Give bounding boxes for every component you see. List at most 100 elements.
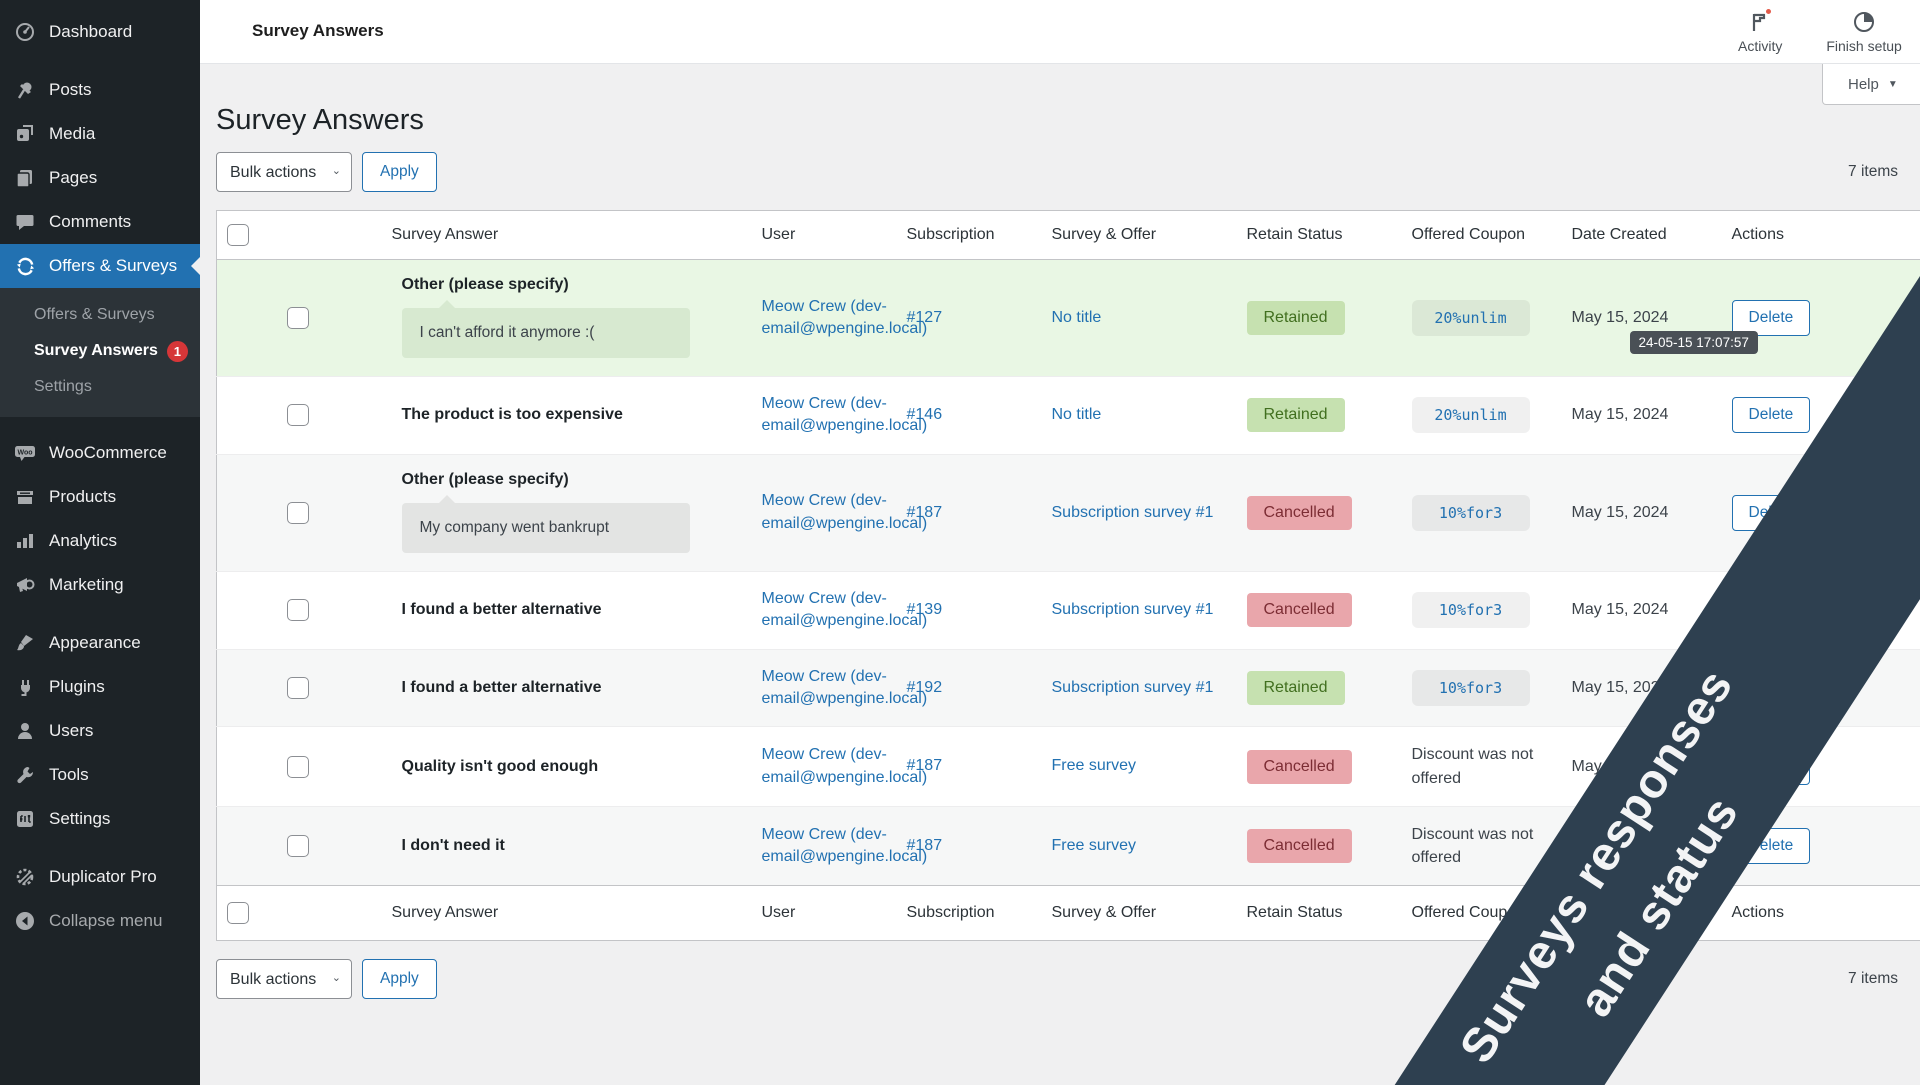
submenu-item-offers-surveys[interactable]: Offers & Surveys [34, 306, 155, 323]
sidebar-item-appearance[interactable]: Appearance [0, 621, 200, 665]
finish-setup-button[interactable]: Finish setup [1826, 9, 1902, 54]
user-link[interactable]: Meow Crew (dev-email@wpengine.local) [761, 492, 928, 532]
column-header[interactable]: Retain Status [1236, 885, 1402, 941]
column-header[interactable]: User [751, 210, 897, 260]
column-header[interactable]: Date Created [1561, 210, 1722, 260]
submenu-item-settings[interactable]: Settings [34, 378, 92, 395]
column-header[interactable]: Retain Status [1236, 210, 1402, 260]
column-header[interactable]: Survey Answer [381, 885, 752, 941]
status-badge: Retained [1246, 301, 1345, 335]
survey-link[interactable]: Free survey [1051, 757, 1136, 775]
row-checkbox[interactable] [287, 834, 309, 857]
coupon-code-badge: 10%for3 [1411, 494, 1530, 531]
survey-link[interactable]: No title [1051, 406, 1102, 424]
sidebar-item-media[interactable]: Media [0, 112, 200, 156]
row-checkbox[interactable] [287, 599, 309, 622]
user-link[interactable]: Meow Crew (dev-email@wpengine.local) [761, 589, 928, 630]
sidebar-item-offers-surveys[interactable]: Offers & Surveys [0, 244, 200, 288]
subscription-link[interactable]: #127 [906, 308, 943, 326]
sidebar-item-label: Users [49, 721, 94, 740]
column-header[interactable]: Date Created [1561, 885, 1722, 941]
row-checkbox[interactable] [287, 676, 309, 699]
sidebar-collapse-menu[interactable]: Collapse menu [0, 899, 200, 943]
user-link[interactable]: Meow Crew (dev-email@wpengine.local) [761, 395, 928, 435]
sidebar-item-posts[interactable]: Posts [0, 68, 200, 112]
subscription-link[interactable]: #139 [906, 600, 943, 618]
row-checkbox[interactable] [287, 404, 309, 427]
delete-button[interactable]: Delete [1731, 592, 1811, 629]
unread-count-badge: 1 [166, 340, 188, 362]
user-link[interactable]: Meow Crew (dev-email@wpengine.local) [761, 667, 928, 707]
row-checkbox[interactable] [287, 307, 309, 329]
column-header[interactable]: Survey Answer [381, 210, 752, 260]
sidebar-item-label: Posts [49, 80, 92, 99]
column-header[interactable]: Survey & Offer [1041, 210, 1237, 260]
coupon-code-badge: 10%for3 [1411, 669, 1530, 706]
bulk-actions-select[interactable]: Bulk actions [216, 959, 352, 1000]
refresh-icon [14, 255, 36, 277]
delete-button[interactable]: Delete [1731, 494, 1811, 531]
survey-link[interactable]: No title [1051, 308, 1102, 326]
sidebar-item-plugins[interactable]: Plugins [0, 665, 200, 709]
delete-button[interactable]: Delete [1731, 397, 1811, 434]
sidebar-item-tools[interactable]: Tools [0, 753, 200, 797]
survey-link[interactable]: Free survey [1051, 836, 1136, 854]
date-created: May 15, 2024 [1571, 678, 1669, 696]
submenu-item-survey-answers[interactable]: Survey Answers 1 [0, 333, 200, 369]
sidebar-item-label: Collapse menu [49, 911, 163, 930]
plug-icon [14, 676, 36, 698]
sidebar-item-woocommerce[interactable]: Woo WooCommerce [0, 431, 200, 475]
subscription-link[interactable]: #187 [906, 503, 943, 521]
survey-answers-table: Survey Answer User Subscription Survey &… [216, 210, 1920, 942]
svg-text:Woo: Woo [17, 450, 32, 457]
sidebar-item-marketing[interactable]: Marketing [0, 563, 200, 607]
sidebar-item-pages[interactable]: Pages [0, 156, 200, 200]
help-tab[interactable]: Help ▼ [1822, 64, 1920, 105]
select-all-checkbox[interactable] [227, 224, 249, 246]
delete-button[interactable]: Delete [1731, 827, 1811, 864]
user-link[interactable]: Meow Crew (dev-email@wpengine.local) [761, 297, 928, 337]
user-link[interactable]: Meow Crew (dev-email@wpengine.local) [761, 746, 928, 786]
subscription-link[interactable]: #192 [906, 678, 943, 696]
row-checkbox[interactable] [287, 501, 309, 524]
sidebar-item-duplicator-pro[interactable]: Duplicator Pro [0, 855, 200, 899]
date-created: May 15, 2024 [1571, 503, 1669, 521]
survey-link[interactable]: Subscription survey #1 [1051, 503, 1214, 521]
sidebar-item-label: Analytics [49, 531, 118, 550]
subscription-link[interactable]: #146 [906, 406, 943, 424]
column-header[interactable]: Subscription [896, 885, 1042, 941]
subscription-link[interactable]: #187 [906, 757, 943, 775]
delete-button[interactable]: Delete [1731, 669, 1811, 706]
row-checkbox[interactable] [287, 755, 309, 778]
megaphone-icon [14, 574, 36, 596]
apply-button[interactable]: Apply [362, 152, 437, 192]
bulk-actions-select[interactable]: Bulk actions [216, 152, 352, 192]
subscription-link[interactable]: #187 [906, 836, 943, 854]
activity-button[interactable]: Activity [1738, 7, 1782, 54]
items-count: 7 items [1848, 163, 1898, 180]
apply-button[interactable]: Apply [362, 959, 437, 1000]
survey-link[interactable]: Subscription survey #1 [1051, 600, 1214, 618]
sidebar-item-products[interactable]: Products [0, 475, 200, 519]
column-header[interactable]: Survey & Offer [1041, 885, 1237, 941]
sidebar-item-dashboard[interactable]: Dashboard [0, 10, 200, 54]
column-header[interactable]: Subscription [896, 210, 1042, 260]
sidebar-item-comments[interactable]: Comments [0, 200, 200, 244]
column-header[interactable]: Offered Coupon [1401, 885, 1562, 941]
column-header[interactable]: Offered Coupon [1401, 210, 1562, 260]
sidebar-item-analytics[interactable]: Analytics [0, 519, 200, 563]
user-link[interactable]: Meow Crew (dev-email@wpengine.local) [761, 825, 928, 865]
coupon-code-badge: 10%for3 [1411, 592, 1530, 629]
survey-link[interactable]: Subscription survey #1 [1051, 678, 1214, 696]
sidebar-item-label: Dashboard [49, 22, 133, 41]
select-all-checkbox[interactable] [227, 902, 249, 925]
table-header-row: Survey Answer User Subscription Survey &… [216, 210, 1920, 260]
analytics-icon [14, 530, 36, 552]
sidebar-item-users[interactable]: Users [0, 709, 200, 753]
sidebar-item-label: Plugins [49, 677, 105, 696]
answer-text: I found a better alternative [401, 678, 602, 696]
dashboard-icon [14, 21, 36, 43]
sidebar-item-settings[interactable]: Settings [0, 797, 200, 841]
delete-button[interactable]: Delete [1731, 748, 1811, 785]
column-header[interactable]: User [751, 885, 897, 941]
